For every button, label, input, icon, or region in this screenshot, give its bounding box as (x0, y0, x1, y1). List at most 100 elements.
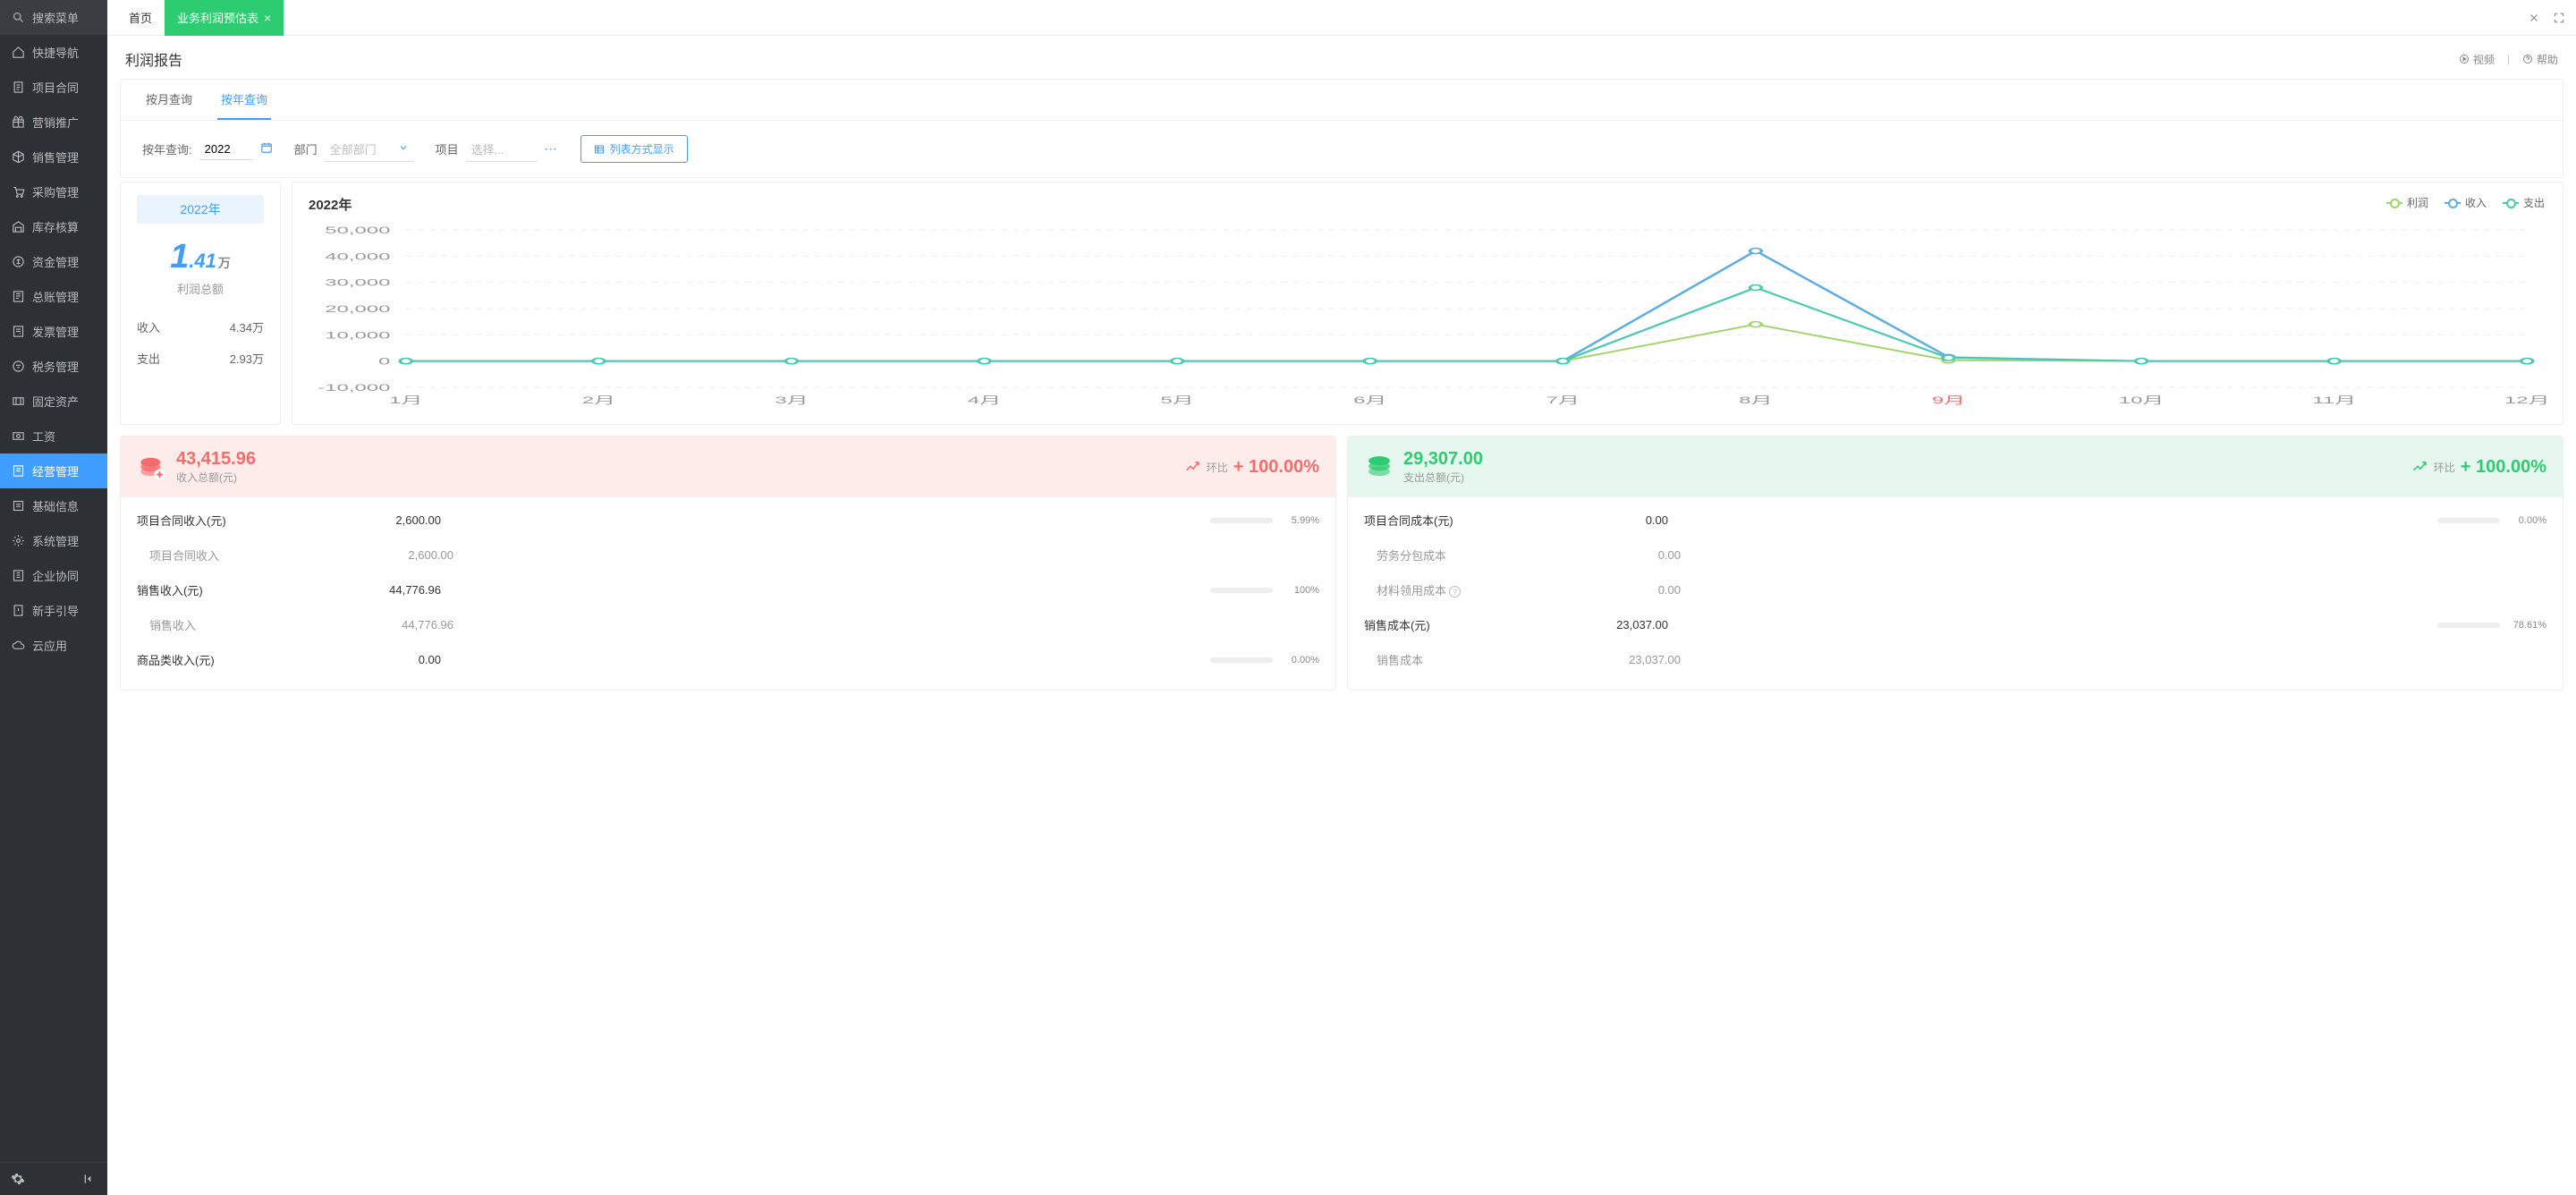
enterprise-icon (11, 569, 25, 583)
sidebar-item-label: 工资 (32, 428, 55, 445)
svg-text:7月: 7月 (1546, 394, 1580, 405)
tab-1[interactable]: 业务利润预估表 × (165, 0, 284, 36)
income-icon (137, 452, 167, 482)
sidebar-item-label: 总账管理 (32, 288, 79, 305)
home-icon (11, 46, 25, 60)
sidebar-item-label: 经营管理 (32, 462, 79, 479)
main: 首页业务利润预估表× 利润报告 视频 | 帮 (107, 0, 2576, 1195)
more-icon[interactable]: ⋯ (545, 141, 559, 157)
line-chart: -10,000010,00020,00030,00040,00050,0001月… (309, 221, 2546, 409)
chevron-down-icon (398, 142, 409, 156)
svg-text:10月: 10月 (2119, 394, 2165, 405)
svg-text:-10,000: -10,000 (318, 382, 390, 393)
page-title: 利润报告 (125, 48, 182, 70)
sidebar-item-label: 销售管理 (32, 148, 79, 165)
tab-label: 首页 (129, 9, 152, 26)
salary-icon (11, 429, 25, 444)
help-link[interactable]: 帮助 (2522, 52, 2558, 67)
svg-text:40,000: 40,000 (325, 250, 390, 261)
legend-item[interactable]: 收入 (2445, 195, 2487, 210)
sidebar-item-13[interactable]: 经营管理 (0, 453, 107, 488)
tab-label: 业务利润预估表 (177, 9, 258, 26)
detail-amount: 29,307.00 (1403, 449, 1483, 470)
detail-sub-row: 项目合同收入2,600.00 (137, 538, 1319, 572)
sidebar-item-label: 企业协同 (32, 567, 79, 584)
sidebar-item-4[interactable]: 销售管理 (0, 140, 107, 174)
trend-up-icon (2412, 461, 2428, 473)
sidebar-item-14[interactable]: 基础信息 (0, 488, 107, 523)
manage-icon (11, 464, 25, 479)
sub-tab-year[interactable]: 按年查询 (217, 80, 271, 120)
svg-text:0: 0 (378, 356, 390, 367)
project-label: 项目 (436, 140, 459, 157)
detail-header: 29,307.00 支出总额(元) 环比 + 100.00% (1348, 436, 2563, 497)
detail-change: 环比 + 100.00% (1185, 457, 1319, 478)
sidebar-item-17[interactable]: 新手引导 (0, 593, 107, 628)
detail-row: 销售收入(元)44,776.96100% (137, 572, 1319, 607)
legend-item[interactable]: 利润 (2386, 195, 2428, 210)
sidebar-item-12[interactable]: 工资 (0, 419, 107, 453)
sidebar-item-7[interactable]: 资金管理 (0, 244, 107, 279)
svg-text:1月: 1月 (389, 394, 422, 405)
close-icon[interactable]: × (264, 11, 271, 25)
sidebar-item-label: 资金管理 (32, 253, 79, 270)
list-view-button[interactable]: 列表方式显示 (580, 135, 688, 163)
detail-change: 环比 + 100.00% (2412, 457, 2546, 478)
cube-icon (11, 150, 25, 165)
collapse-icon[interactable] (82, 1172, 97, 1186)
sidebar-item-11[interactable]: 固定资产 (0, 384, 107, 419)
sidebar-item-6[interactable]: 库存核算 (0, 209, 107, 244)
asset-icon (11, 394, 25, 409)
sidebar-item-8[interactable]: 总账管理 (0, 279, 107, 314)
sidebar-item-label: 云应用 (32, 637, 67, 654)
info-icon (11, 499, 25, 513)
sidebar-item-15[interactable]: 系统管理 (0, 523, 107, 558)
summary-row-expense: 支出2.93万 (137, 343, 264, 374)
detail-sublabel: 支出总额(元) (1403, 470, 1483, 485)
tab-0[interactable]: 首页 (116, 0, 165, 36)
detail-sublabel: 收入总额(元) (176, 470, 256, 485)
svg-text:11月: 11月 (2312, 394, 2356, 405)
cart-icon (11, 185, 25, 199)
sidebar-item-label: 营销推广 (32, 114, 79, 131)
sidebar-item-16[interactable]: 企业协同 (0, 558, 107, 593)
svg-text:5月: 5月 (1161, 394, 1194, 405)
search-icon (11, 11, 25, 25)
sidebar-item-2[interactable]: 项目合同 (0, 70, 107, 105)
money-icon (11, 255, 25, 269)
sub-tab-month[interactable]: 按月查询 (142, 80, 196, 120)
chart-title: 2022年 (309, 195, 2546, 214)
year-input[interactable] (199, 139, 253, 160)
detail-header: 43,415.96 收入总额(元) 环比 + 100.00% (121, 436, 1335, 497)
svg-text:2月: 2月 (582, 394, 615, 405)
detail-sub-row: 销售成本23,037.00 (1364, 642, 2546, 677)
sidebar-item-3[interactable]: 营销推广 (0, 105, 107, 140)
close-tab-icon[interactable] (2526, 10, 2542, 26)
sidebar-item-label: 系统管理 (32, 532, 79, 549)
dept-label: 部门 (294, 140, 318, 157)
sidebar-item-1[interactable]: 快捷导航 (0, 35, 107, 70)
dept-select[interactable]: 全部部门 (325, 137, 414, 162)
sidebar-item-label: 基础信息 (32, 497, 79, 514)
sidebar-item-0[interactable]: 搜索菜单 (0, 0, 107, 35)
sidebar-item-label: 项目合同 (32, 79, 79, 96)
sidebar-item-18[interactable]: 云应用 (0, 628, 107, 663)
sidebar-item-5[interactable]: 采购管理 (0, 174, 107, 209)
svg-text:20,000: 20,000 (325, 303, 390, 314)
chart-legend: 利润 收入 支出 (2386, 195, 2545, 210)
info-icon[interactable]: ? (1449, 586, 1461, 598)
sidebar-item-label: 新手引导 (32, 602, 79, 619)
sidebar: 搜索菜单快捷导航项目合同营销推广销售管理采购管理库存核算资金管理总账管理发票管理… (0, 0, 107, 1195)
fullscreen-icon[interactable] (2551, 10, 2567, 26)
sidebar-item-10[interactable]: 税务管理 (0, 349, 107, 384)
trend-up-icon (1185, 461, 1201, 473)
sidebar-item-9[interactable]: 发票管理 (0, 314, 107, 349)
video-link[interactable]: 视频 (2459, 52, 2495, 67)
calendar-icon[interactable] (260, 141, 273, 157)
project-select[interactable]: 选择... (466, 137, 538, 162)
detail-row: 项目合同成本(元)0.000.00% (1364, 503, 2546, 538)
settings-icon[interactable] (11, 1172, 25, 1186)
tax-icon (11, 360, 25, 374)
legend-item[interactable]: 支出 (2503, 195, 2545, 210)
profit-total-value: 1.41万 (121, 238, 280, 276)
